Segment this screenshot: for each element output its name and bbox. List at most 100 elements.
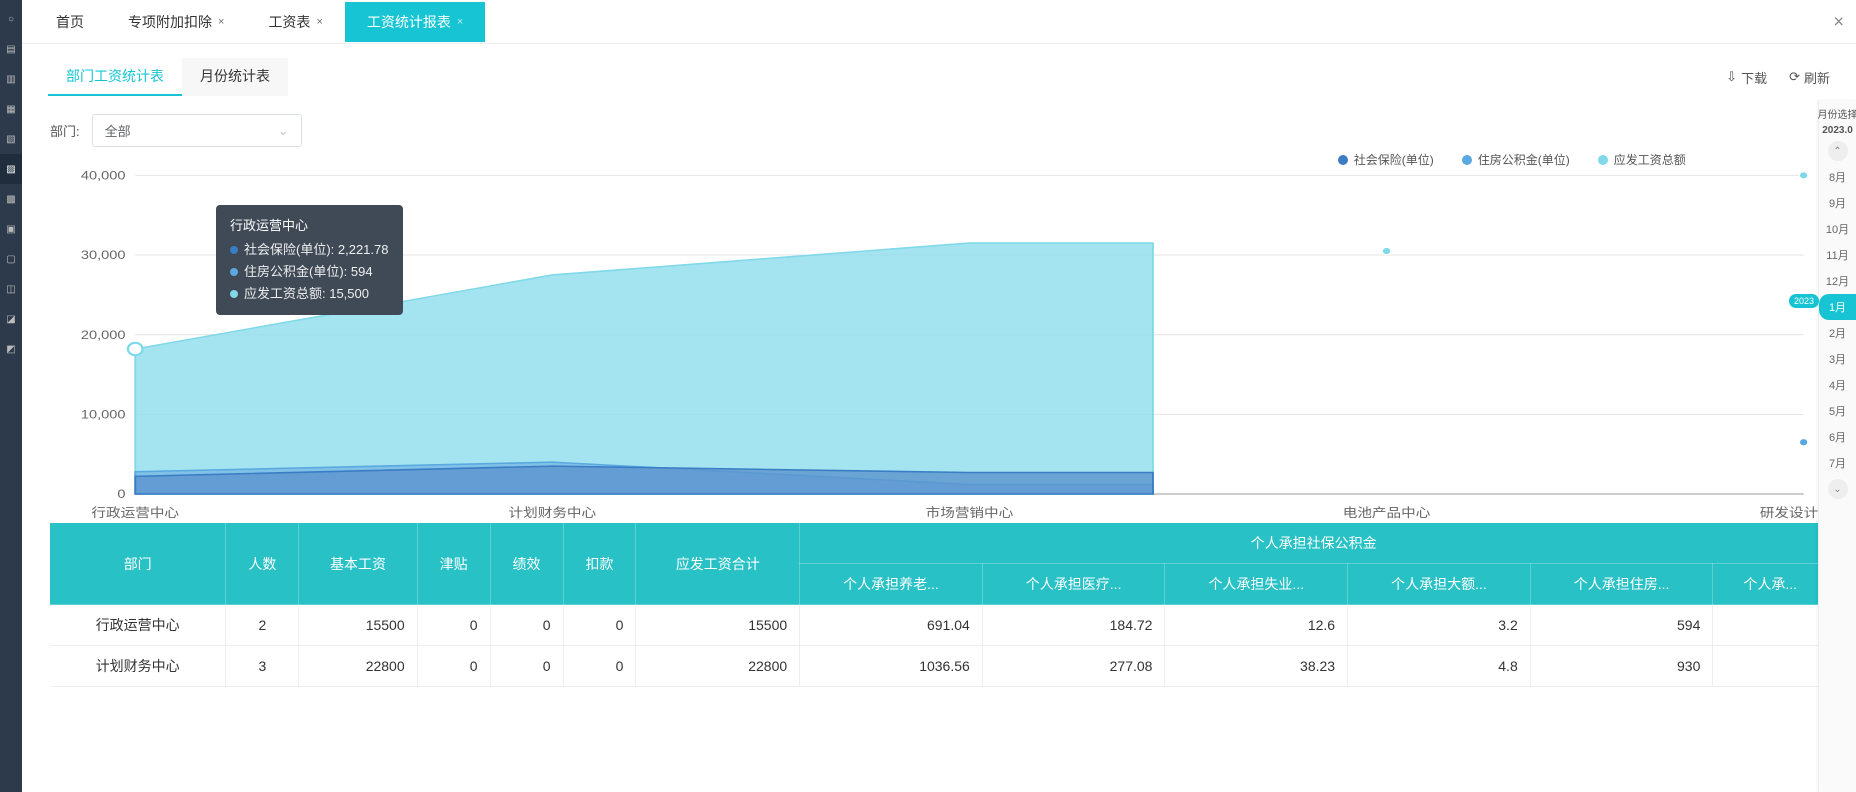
table-cell <box>1713 605 1828 646</box>
month-item[interactable]: 11月 <box>1819 242 1856 268</box>
table-cell: 930 <box>1530 646 1713 687</box>
download-button[interactable]: ⇩下载 <box>1726 68 1767 87</box>
month-item[interactable]: 10月 <box>1819 216 1856 242</box>
col-header: 人数 <box>226 523 299 605</box>
legend-dot <box>1338 155 1348 165</box>
year-badge: 2023 <box>1789 294 1819 308</box>
tab-label: 首页 <box>56 12 84 32</box>
col-header: 个人承担大额... <box>1348 564 1531 605</box>
month-item[interactable]: 8月 <box>1819 164 1856 190</box>
tabbar: 首页专项附加扣除×工资表×工资统计报表× × <box>22 0 1856 44</box>
col-header: 个人承担住房... <box>1530 564 1713 605</box>
department-select[interactable]: 全部 ⌄ <box>92 114 302 147</box>
tab[interactable]: 工资统计报表× <box>345 2 485 42</box>
nav-item[interactable]: ▤ <box>0 34 22 64</box>
col-header: 基本工资 <box>299 523 417 605</box>
month-item[interactable]: 6月 <box>1819 424 1856 450</box>
x-tick-label: 电池产品中心 <box>1343 506 1431 520</box>
y-tick-label: 40,000 <box>81 168 126 182</box>
col-header: 绩效 <box>490 523 563 605</box>
table-cell: 15500 <box>636 605 800 646</box>
tab-label: 工资表 <box>268 12 310 32</box>
table-cell: 0 <box>563 605 636 646</box>
subtabs: 部门工资统计表月份统计表 <box>48 58 288 96</box>
month-item[interactable]: 4月 <box>1819 372 1856 398</box>
col-header: 应发工资合计 <box>636 523 800 605</box>
tab-close-icon[interactable]: × <box>457 16 463 28</box>
x-tick-label: 计划财务中心 <box>509 506 597 520</box>
refresh-label: 刷新 <box>1804 68 1830 87</box>
table-cell: 3.2 <box>1348 605 1531 646</box>
table-cell: 行政运营中心 <box>50 605 226 646</box>
table-area: 部门人数基本工资津贴绩效扣款应发工资合计个人承担社保公积金个人承担养老...个人… <box>50 523 1828 687</box>
month-panel-year: 2023.0 <box>1820 123 1855 138</box>
table-cell: 22800 <box>636 646 800 687</box>
table-cell: 277.08 <box>982 646 1165 687</box>
month-item[interactable]: 9月 <box>1819 190 1856 216</box>
month-item[interactable]: 2月 <box>1819 320 1856 346</box>
refresh-button[interactable]: ⟳刷新 <box>1789 68 1830 87</box>
select-value: 全部 <box>105 121 131 140</box>
left-nav: ○ ▤ ▥ ▦ ▧ ▨ ▩ ▣ ▢ ◫ ◪ ◩ <box>0 0 22 792</box>
legend-dot <box>1462 155 1472 165</box>
nav-item[interactable]: ◪ <box>0 304 22 334</box>
table-cell: 2 <box>226 605 299 646</box>
table-cell: 691.04 <box>800 605 983 646</box>
col-header: 扣款 <box>563 523 636 605</box>
nav-item[interactable]: ▣ <box>0 214 22 244</box>
table-cell: 3 <box>226 646 299 687</box>
month-item[interactable]: 12月 <box>1819 268 1856 294</box>
col-header: 个人承担医疗... <box>982 564 1165 605</box>
filter-row: 部门: 全部 ⌄ <box>22 96 1856 151</box>
nav-item[interactable]: ◩ <box>0 334 22 364</box>
subtabs-row: 部门工资统计表月份统计表 ⇩下载 ⟳刷新 <box>22 44 1856 96</box>
tab-label: 专项附加扣除 <box>128 12 212 32</box>
refresh-icon: ⟳ <box>1789 69 1800 85</box>
table-cell: 计划财务中心 <box>50 646 226 687</box>
download-label: 下载 <box>1741 68 1767 87</box>
table-cell: 15500 <box>299 605 417 646</box>
table-cell: 22800 <box>299 646 417 687</box>
nav-item[interactable]: ▢ <box>0 244 22 274</box>
table-cell: 0 <box>563 646 636 687</box>
nav-item[interactable]: ▦ <box>0 94 22 124</box>
subtab[interactable]: 月份统计表 <box>182 58 288 96</box>
table-cell: 38.23 <box>1165 646 1348 687</box>
month-item[interactable]: 7月 <box>1819 450 1856 476</box>
tab-close-icon[interactable]: × <box>218 16 224 28</box>
y-tick-label: 10,000 <box>81 408 126 422</box>
month-item[interactable]: 3月 <box>1819 346 1856 372</box>
month-item[interactable]: 1月2023 <box>1819 294 1856 320</box>
chart: 社会保险(单位)住房公积金(单位)应发工资总额 010,00020,00030,… <box>50 151 1828 523</box>
close-icon[interactable]: × <box>1833 11 1844 32</box>
col-group-header: 个人承担社保公积金 <box>800 523 1828 564</box>
tab[interactable]: 工资表 × <box>246 2 344 42</box>
nav-item[interactable]: ▩ <box>0 184 22 214</box>
table-cell: 4.8 <box>1348 646 1531 687</box>
scroll-down-icon[interactable]: ⌄ <box>1828 479 1848 499</box>
table-cell: 0 <box>490 605 563 646</box>
tab-close-icon[interactable]: × <box>316 16 322 28</box>
nav-item[interactable]: ○ <box>0 4 22 34</box>
y-tick-label: 0 <box>117 487 125 501</box>
nav-item[interactable]: ▥ <box>0 64 22 94</box>
table-cell: 12.6 <box>1165 605 1348 646</box>
table-cell: 0 <box>490 646 563 687</box>
y-tick-label: 20,000 <box>81 328 126 342</box>
tab[interactable]: 专项附加扣除 × <box>106 2 246 42</box>
table-cell: 0 <box>417 646 490 687</box>
table-row: 计划财务中心322800000228001036.56277.0838.234.… <box>50 646 1828 687</box>
nav-item[interactable]: ◫ <box>0 274 22 304</box>
col-header: 部门 <box>50 523 226 605</box>
table-cell <box>1713 646 1828 687</box>
legend-dot <box>1598 155 1608 165</box>
nav-item[interactable]: ▧ <box>0 124 22 154</box>
month-item[interactable]: 5月 <box>1819 398 1856 424</box>
scroll-up-icon[interactable]: ⌃ <box>1828 141 1848 161</box>
tab[interactable]: 首页 <box>34 2 106 42</box>
download-icon: ⇩ <box>1726 69 1737 85</box>
subtab[interactable]: 部门工资统计表 <box>48 58 182 96</box>
nav-item-active[interactable]: ▨ <box>0 154 22 184</box>
actions: ⇩下载 ⟳刷新 <box>1726 68 1830 87</box>
month-panel: 月份选择 2023.0 ⌃ 8月9月10月11月12月1月20232月3月4月5… <box>1818 100 1856 792</box>
